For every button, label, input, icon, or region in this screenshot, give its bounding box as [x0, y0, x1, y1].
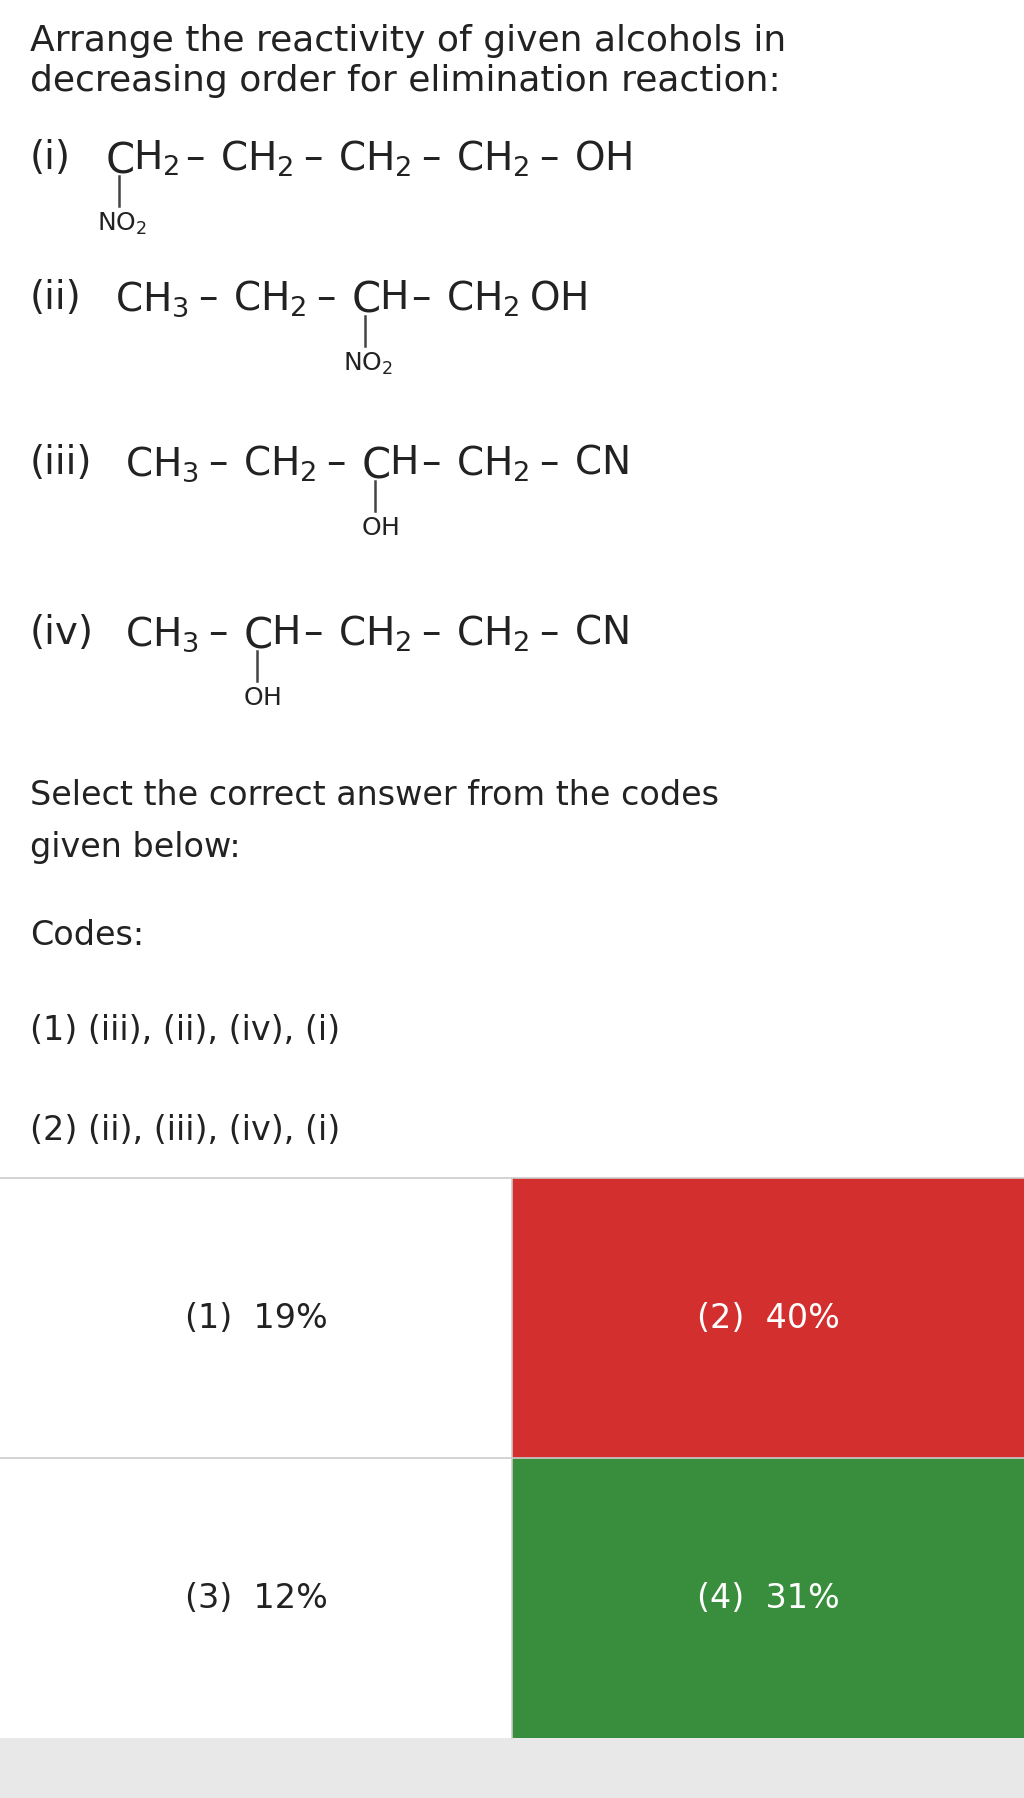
Text: (1)  19%: (1) 19% [184, 1302, 328, 1334]
Text: –: – [208, 444, 227, 482]
Text: –: – [411, 279, 430, 316]
Text: $\mathregular{CN}$: $\mathregular{CN}$ [574, 613, 629, 651]
Text: $\mathregular{NO_2}$: $\mathregular{NO_2}$ [343, 351, 393, 378]
Text: $\mathregular{H_2}$: $\mathregular{H_2}$ [133, 138, 179, 178]
Text: $\mathregular{OH}$: $\mathregular{OH}$ [243, 685, 281, 710]
Text: –: – [421, 138, 440, 176]
Text: –: – [421, 613, 440, 651]
Text: $\mathregular{C}$: $\mathregular{C}$ [105, 138, 134, 182]
Text: (2)  40%: (2) 40% [696, 1302, 840, 1334]
Bar [0, 1739, 1024, 1798]
Text: (ii): (ii) [30, 279, 82, 316]
Text: –: – [326, 444, 345, 482]
Text: $\mathregular{C}$: $\mathregular{C}$ [351, 279, 380, 320]
Text: $\mathregular{CH_3}$: $\mathregular{CH_3}$ [115, 279, 188, 318]
Text: (i): (i) [30, 138, 71, 176]
Text: $\mathregular{C}$: $\mathregular{C}$ [243, 613, 272, 656]
Text: $\mathregular{H}$: $\mathregular{H}$ [389, 444, 417, 482]
Text: –: – [185, 138, 205, 176]
Text: –: – [539, 138, 558, 176]
Text: Arrange the reactivity of given alcohols in: Arrange the reactivity of given alcohols… [30, 23, 786, 58]
Text: $\mathregular{CH_2}$: $\mathregular{CH_2}$ [220, 138, 293, 180]
Text: $\mathregular{H}$: $\mathregular{H}$ [379, 279, 407, 316]
Text: (iii): (iii) [30, 444, 92, 482]
Text: $\mathregular{OH}$: $\mathregular{OH}$ [574, 138, 632, 176]
Text: –: – [303, 613, 323, 651]
Text: $\mathregular{CH_3}$: $\mathregular{CH_3}$ [125, 613, 199, 653]
Text: decreasing order for elimination reaction:: decreasing order for elimination reactio… [30, 65, 780, 97]
Text: $\mathregular{C}$: $\mathregular{C}$ [361, 444, 390, 485]
Text: $\mathregular{CH_2}$: $\mathregular{CH_2}$ [456, 444, 529, 484]
Text: $\mathregular{CH_2}$: $\mathregular{CH_2}$ [243, 444, 316, 484]
Text: $\mathregular{CN}$: $\mathregular{CN}$ [574, 444, 629, 482]
Text: Select the correct answer from the codes: Select the correct answer from the codes [30, 779, 719, 811]
Text: –: – [539, 444, 558, 482]
Text: –: – [198, 279, 217, 316]
Bar [512, 1178, 1024, 1458]
Text: $\mathregular{OH}$: $\mathregular{OH}$ [529, 279, 587, 316]
Text: $\mathregular{H}$: $\mathregular{H}$ [271, 613, 299, 651]
Text: –: – [421, 444, 440, 482]
Text: $\mathregular{CH_3}$: $\mathregular{CH_3}$ [125, 444, 199, 484]
Text: $\mathregular{CH_2}$: $\mathregular{CH_2}$ [446, 279, 519, 318]
Text: –: – [316, 279, 336, 316]
Text: –: – [208, 613, 227, 651]
Text: $\mathregular{CH_2}$: $\mathregular{CH_2}$ [456, 138, 529, 180]
Bar [512, 1458, 1024, 1739]
Text: (4)  31%: (4) 31% [696, 1582, 840, 1615]
Text: $\mathregular{CH_2}$: $\mathregular{CH_2}$ [456, 613, 529, 654]
Text: (1) (iii), (ii), (iv), (i): (1) (iii), (ii), (iv), (i) [30, 1014, 340, 1046]
Text: (2) (ii), (iii), (iv), (i): (2) (ii), (iii), (iv), (i) [30, 1113, 340, 1147]
Text: $\mathregular{OH}$: $\mathregular{OH}$ [361, 516, 399, 539]
Text: –: – [539, 613, 558, 651]
Text: $\mathregular{CH_2}$: $\mathregular{CH_2}$ [338, 138, 412, 180]
Text: –: – [303, 138, 323, 176]
Text: Codes:: Codes: [30, 919, 144, 951]
Text: $\mathregular{CH_2}$: $\mathregular{CH_2}$ [338, 613, 412, 654]
Text: (3)  12%: (3) 12% [184, 1582, 328, 1615]
Text: given below:: given below: [30, 831, 241, 863]
Text: $\mathregular{NO_2}$: $\mathregular{NO_2}$ [97, 210, 147, 237]
Text: $\mathregular{CH_2}$: $\mathregular{CH_2}$ [233, 279, 306, 318]
Text: (iv): (iv) [30, 613, 94, 651]
